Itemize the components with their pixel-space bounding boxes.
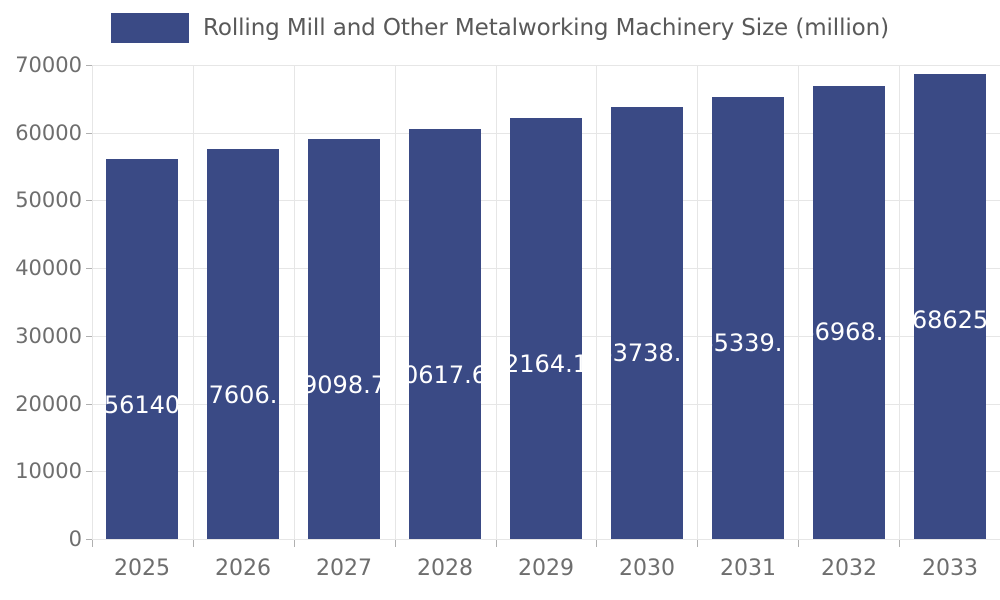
y-axis-tick-mark — [86, 471, 92, 472]
bar-2030[interactable]: 63738.1 — [611, 107, 683, 539]
bar-2029[interactable]: 2164.1 — [510, 118, 582, 539]
bar-2028[interactable]: 0617.6 — [409, 129, 481, 539]
vertical-gridline — [294, 65, 295, 539]
x-axis-tick-label: 2027 — [316, 556, 372, 581]
bar-rect — [712, 97, 784, 539]
bar-2027[interactable]: 9098.7 — [308, 139, 380, 539]
y-axis-tick-label: 0 — [68, 527, 82, 551]
horizontal-gridline — [92, 539, 1000, 540]
y-axis-tick-mark — [86, 65, 92, 66]
vertical-gridline — [193, 65, 194, 539]
vertical-gridline — [899, 65, 900, 539]
legend-color-swatch — [111, 13, 189, 43]
bar-data-label: 66968.0 — [813, 318, 885, 346]
bar-2033[interactable]: 68625 — [914, 74, 986, 539]
x-axis-tick-label: 2033 — [922, 556, 978, 581]
y-axis-tick-label: 30000 — [15, 324, 82, 348]
bar-rect — [914, 74, 986, 539]
vertical-gridline — [92, 65, 93, 539]
bar-data-label: 0617.6 — [409, 361, 481, 389]
bar-rect — [207, 149, 279, 539]
x-axis-tick-label: 2026 — [215, 556, 271, 581]
bar-rect — [106, 159, 178, 539]
bar-data-label: 65339.6 — [712, 329, 784, 357]
legend-label: Rolling Mill and Other Metalworking Mach… — [203, 15, 889, 41]
bar-2032[interactable]: 66968.0 — [813, 86, 885, 539]
bar-rect — [611, 107, 683, 539]
horizontal-gridline — [92, 65, 1000, 66]
x-axis-tick-label: 2028 — [417, 556, 473, 581]
bar-data-label: 9098.7 — [308, 371, 380, 399]
bar-rect — [510, 118, 582, 539]
y-axis-tick-mark — [86, 200, 92, 201]
vertical-gridline — [395, 65, 396, 539]
y-axis-tick-label: 10000 — [15, 459, 82, 483]
bar-data-label: 63738.1 — [611, 339, 683, 367]
x-axis-tick-mark — [193, 540, 194, 547]
x-axis-tick-label: 2030 — [619, 556, 675, 581]
bar-rect — [308, 139, 380, 539]
bar-data-label: 57606.5 — [207, 381, 279, 409]
y-axis-tick-label: 60000 — [15, 121, 82, 145]
x-axis-tick-mark — [899, 540, 900, 547]
y-axis-tick-label: 50000 — [15, 188, 82, 212]
x-axis-tick-label: 2029 — [518, 556, 574, 581]
bar-2031[interactable]: 65339.6 — [712, 97, 784, 539]
y-axis-tick-mark — [86, 268, 92, 269]
bar-rect — [409, 129, 481, 539]
vertical-gridline — [596, 65, 597, 539]
y-axis-tick-mark — [86, 336, 92, 337]
x-axis-tick-mark — [596, 540, 597, 547]
vertical-gridline — [798, 65, 799, 539]
x-axis-tick-mark — [294, 540, 295, 547]
x-axis-tick-mark — [92, 540, 93, 547]
x-axis-tick-label: 2031 — [720, 556, 776, 581]
y-axis-tick-label: 20000 — [15, 392, 82, 416]
bar-data-label: 2164.1 — [510, 350, 582, 378]
chart-legend: Rolling Mill and Other Metalworking Mach… — [0, 8, 1000, 48]
x-axis-tick-mark — [395, 540, 396, 547]
bar-data-label: 68625 — [914, 306, 986, 334]
x-axis-tick-label: 2025 — [114, 556, 170, 581]
vertical-gridline — [697, 65, 698, 539]
bar-2026[interactable]: 57606.5 — [207, 149, 279, 539]
y-axis-tick-label: 70000 — [15, 53, 82, 77]
y-axis-tick-mark — [86, 404, 92, 405]
y-axis-tick-mark — [86, 539, 92, 540]
vertical-gridline — [496, 65, 497, 539]
x-axis-tick-mark — [798, 540, 799, 547]
x-axis-tick-mark — [697, 540, 698, 547]
bar-data-label: 56140 — [106, 391, 178, 419]
bar-2025[interactable]: 56140 — [106, 159, 178, 539]
x-axis-tick-mark — [496, 540, 497, 547]
y-axis-tick-mark — [86, 133, 92, 134]
bar-rect — [813, 86, 885, 539]
x-axis-tick-label: 2032 — [821, 556, 877, 581]
y-axis-tick-label: 40000 — [15, 256, 82, 280]
